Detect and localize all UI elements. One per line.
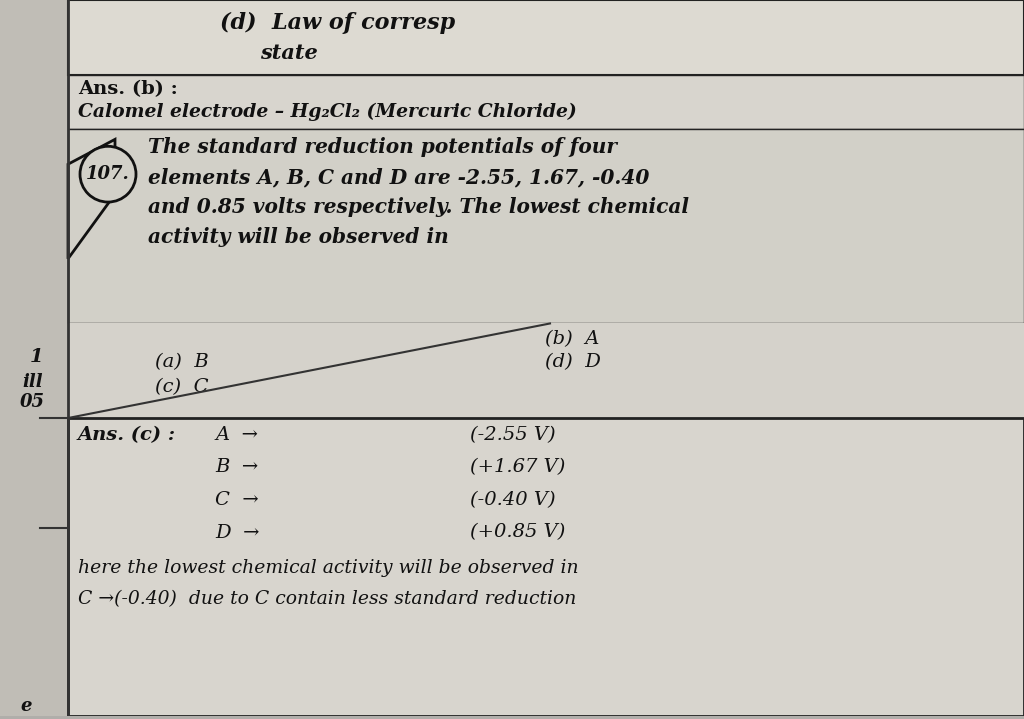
Bar bbox=[68, 418, 1024, 715]
Text: 107.: 107. bbox=[86, 165, 130, 183]
Text: (a)  B: (a) B bbox=[155, 353, 209, 371]
Text: 1: 1 bbox=[30, 349, 44, 367]
Text: C →(-0.40)  due to C contain less standard reduction: C →(-0.40) due to C contain less standar… bbox=[78, 590, 577, 608]
Text: D  →: D → bbox=[215, 523, 259, 541]
Text: here the lowest chemical activity will be observed in: here the lowest chemical activity will b… bbox=[78, 559, 579, 577]
Text: e: e bbox=[20, 697, 32, 715]
Text: ill: ill bbox=[22, 373, 43, 391]
Bar bbox=[68, 129, 1024, 324]
Text: state: state bbox=[260, 43, 317, 63]
Text: (b)  A: (b) A bbox=[545, 331, 599, 349]
Bar bbox=[68, 0, 1024, 75]
Bar bbox=[0, 0, 68, 715]
Bar bbox=[68, 75, 1024, 129]
Text: (+1.67 V): (+1.67 V) bbox=[470, 458, 565, 476]
Text: activity will be observed in: activity will be observed in bbox=[148, 227, 449, 247]
Text: Ans. (c) :: Ans. (c) : bbox=[78, 426, 176, 444]
Text: C  →: C → bbox=[215, 490, 259, 508]
Text: and 0.85 volts respectively. The lowest chemical: and 0.85 volts respectively. The lowest … bbox=[148, 197, 689, 217]
Text: 05: 05 bbox=[20, 393, 45, 411]
Text: (d)  D: (d) D bbox=[545, 353, 601, 371]
Text: The standard reduction potentials of four: The standard reduction potentials of fou… bbox=[148, 137, 617, 157]
Text: B  →: B → bbox=[215, 458, 258, 476]
Text: (-0.40 V): (-0.40 V) bbox=[470, 490, 556, 508]
Text: A  →: A → bbox=[215, 426, 258, 444]
Text: (d)  Law of corresp: (d) Law of corresp bbox=[220, 12, 455, 34]
Bar bbox=[68, 324, 1024, 418]
Text: Calomel electrode – Hg₂Cl₂ (Mercuric Chloride): Calomel electrode – Hg₂Cl₂ (Mercuric Chl… bbox=[78, 103, 577, 121]
Text: (-2.55 V): (-2.55 V) bbox=[470, 426, 556, 444]
Text: (+0.85 V): (+0.85 V) bbox=[470, 523, 565, 541]
Text: elements A, B, C and D are -2.55, 1.67, -0.40: elements A, B, C and D are -2.55, 1.67, … bbox=[148, 168, 649, 187]
Text: Ans. (b) :: Ans. (b) : bbox=[78, 80, 178, 98]
Circle shape bbox=[80, 146, 136, 202]
Text: (c)  C: (c) C bbox=[155, 378, 209, 396]
